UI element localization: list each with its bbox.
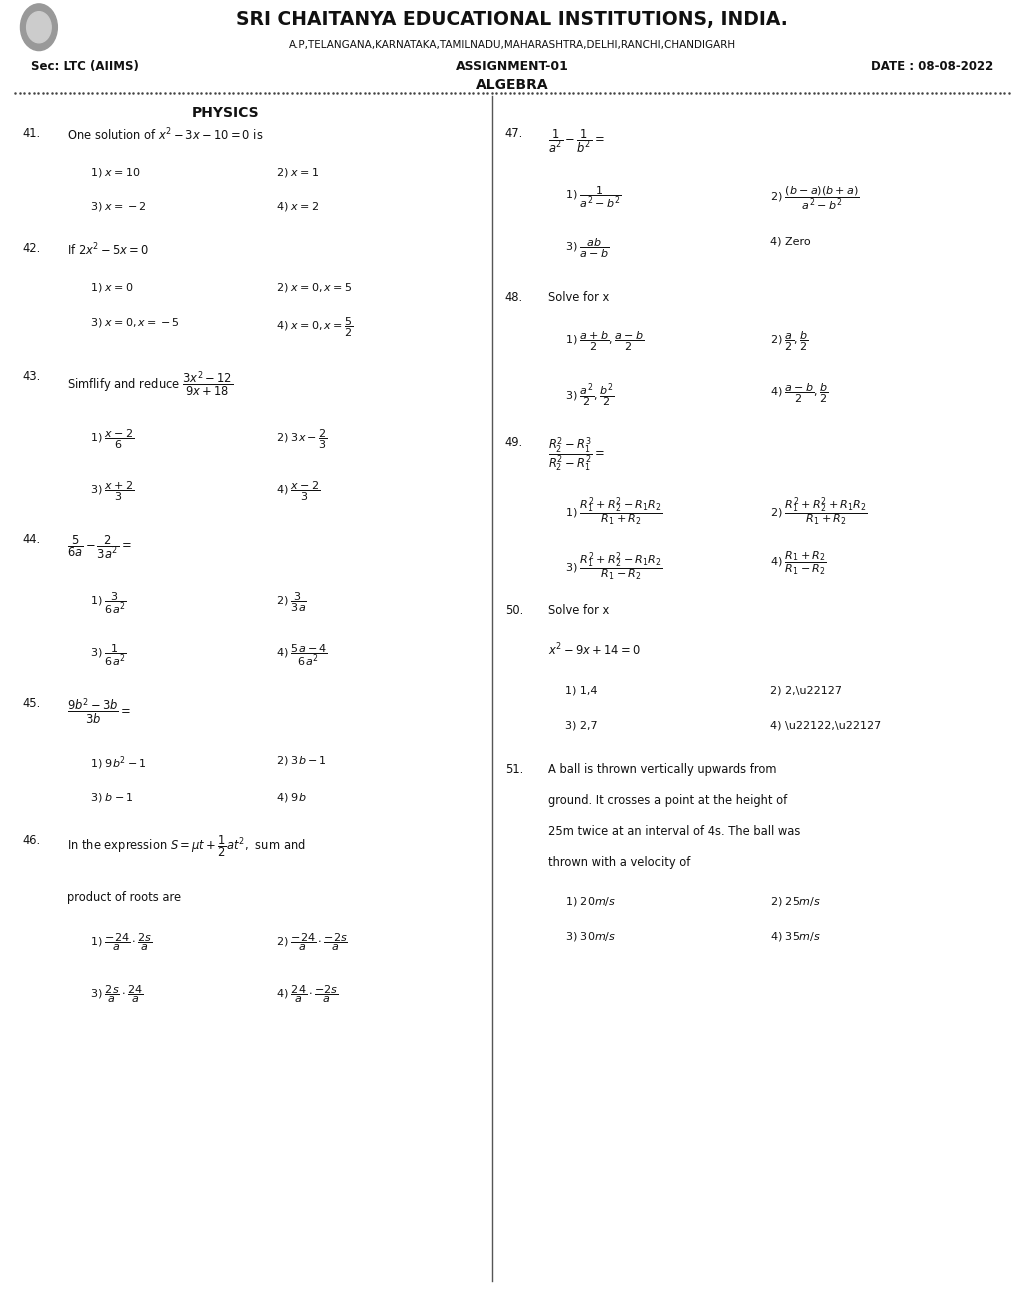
Text: 4) $\dfrac{R_1+R_2}{R_1-R_2}$: 4) $\dfrac{R_1+R_2}{R_1-R_2}$ — [770, 550, 826, 577]
Text: A.P,TELANGANA,KARNATAKA,TAMILNADU,MAHARASHTRA,DELHI,RANCHI,CHANDIGARH: A.P,TELANGANA,KARNATAKA,TAMILNADU,MAHARA… — [289, 40, 735, 51]
Text: 1) $\dfrac{a+b}{2},\dfrac{a-b}{2}$: 1) $\dfrac{a+b}{2},\dfrac{a-b}{2}$ — [565, 329, 644, 353]
Text: If $2x^2-5x=0$: If $2x^2-5x=0$ — [67, 241, 148, 258]
Text: PHYSICS: PHYSICS — [191, 106, 259, 121]
Text: 4) $\dfrac{a-b}{2},\dfrac{b}{2}$: 4) $\dfrac{a-b}{2},\dfrac{b}{2}$ — [770, 381, 828, 405]
Text: 2) $3b-1$: 2) $3b-1$ — [276, 755, 328, 768]
Text: $\dfrac{1}{a^2}-\dfrac{1}{b^2}=$: $\dfrac{1}{a^2}-\dfrac{1}{b^2}=$ — [548, 127, 604, 154]
Text: 4) \u22122,\u22127: 4) \u22122,\u22127 — [770, 721, 882, 730]
Text: 41.: 41. — [23, 127, 41, 140]
Text: $\dfrac{R_2^2-R_1^3}{R_2^2-R_1^2}=$: $\dfrac{R_2^2-R_1^3}{R_2^2-R_1^2}=$ — [548, 436, 605, 475]
Text: 3) $b-1$: 3) $b-1$ — [90, 791, 134, 804]
Text: 3) $\dfrac{R_1^2+R_2^2-R_1R_2}{R_1-R_2}$: 3) $\dfrac{R_1^2+R_2^2-R_1R_2}{R_1-R_2}$ — [565, 550, 663, 584]
Text: ASSIGNMENT-01: ASSIGNMENT-01 — [456, 60, 568, 73]
Text: 3) $30m/s$: 3) $30m/s$ — [565, 930, 616, 943]
Text: 43.: 43. — [23, 370, 41, 383]
Text: 1) $x=10$: 1) $x=10$ — [90, 166, 140, 179]
Text: Sec: LTC (AIIMS): Sec: LTC (AIIMS) — [31, 60, 138, 73]
Text: 4) $\dfrac{5a-4}{6a^2}$: 4) $\dfrac{5a-4}{6a^2}$ — [276, 643, 328, 668]
Text: 4) $\dfrac{24}{a}\cdot\dfrac{-2s}{a}$: 4) $\dfrac{24}{a}\cdot\dfrac{-2s}{a}$ — [276, 983, 339, 1005]
Text: 1) $x=0$: 1) $x=0$ — [90, 280, 133, 293]
Text: 4) $\dfrac{x-2}{3}$: 4) $\dfrac{x-2}{3}$ — [276, 480, 321, 503]
Text: $\dfrac{5}{6a}-\dfrac{2}{3a^2}=$: $\dfrac{5}{6a}-\dfrac{2}{3a^2}=$ — [67, 533, 131, 562]
Text: 42.: 42. — [23, 241, 41, 254]
Text: 1) $\dfrac{3}{6a^2}$: 1) $\dfrac{3}{6a^2}$ — [90, 591, 127, 616]
Text: 3) $x=-2$: 3) $x=-2$ — [90, 200, 146, 213]
Circle shape — [20, 4, 57, 51]
Text: 3) $x=0, x=-5$: 3) $x=0, x=-5$ — [90, 316, 180, 329]
Text: 50.: 50. — [505, 604, 523, 617]
Text: Solve for x: Solve for x — [548, 604, 609, 617]
Circle shape — [27, 12, 51, 43]
Text: A ball is thrown vertically upwards from: A ball is thrown vertically upwards from — [548, 763, 776, 776]
Text: 4) $35m/s$: 4) $35m/s$ — [770, 930, 820, 943]
Text: 3) $\dfrac{x+2}{3}$: 3) $\dfrac{x+2}{3}$ — [90, 480, 134, 503]
Text: 1) $9b^2-1$: 1) $9b^2-1$ — [90, 755, 146, 772]
Text: thrown with a velocity of: thrown with a velocity of — [548, 856, 690, 869]
Text: Simflify and reduce $\dfrac{3x^2-12}{9x+18}$: Simflify and reduce $\dfrac{3x^2-12}{9x+… — [67, 370, 232, 399]
Text: 4) $9b$: 4) $9b$ — [276, 791, 307, 804]
Text: 1) $\dfrac{x-2}{6}$: 1) $\dfrac{x-2}{6}$ — [90, 427, 134, 450]
Text: 3) $\dfrac{a^2}{2},\dfrac{b^2}{2}$: 3) $\dfrac{a^2}{2},\dfrac{b^2}{2}$ — [565, 381, 615, 410]
Text: 2) $\dfrac{a}{2},\dfrac{b}{2}$: 2) $\dfrac{a}{2},\dfrac{b}{2}$ — [770, 329, 808, 353]
Text: 2) $x=0, x=5$: 2) $x=0, x=5$ — [276, 280, 352, 293]
Text: 2) $25m/s$: 2) $25m/s$ — [770, 895, 820, 908]
Text: ALGEBRA: ALGEBRA — [476, 78, 548, 92]
Text: 3) $\dfrac{1}{6a^2}$: 3) $\dfrac{1}{6a^2}$ — [90, 643, 127, 668]
Text: DATE : 08-08-2022: DATE : 08-08-2022 — [871, 60, 993, 73]
Text: 44.: 44. — [23, 533, 41, 546]
Text: Solve for x: Solve for x — [548, 291, 609, 303]
Text: One solution of $x^2-3x-10=0$ is: One solution of $x^2-3x-10=0$ is — [67, 127, 263, 144]
Text: 51.: 51. — [505, 763, 523, 776]
Text: 1) $\dfrac{R_1^2+R_2^2-R_1R_2}{R_1+R_2}$: 1) $\dfrac{R_1^2+R_2^2-R_1R_2}{R_1+R_2}$ — [565, 494, 663, 528]
Text: $x^2-9x+14=0$: $x^2-9x+14=0$ — [548, 641, 641, 658]
Text: 1) $\dfrac{-24}{a}\cdot\dfrac{2s}{a}$: 1) $\dfrac{-24}{a}\cdot\dfrac{2s}{a}$ — [90, 931, 153, 953]
Text: 45.: 45. — [23, 696, 41, 709]
Text: 4) $x=2$: 4) $x=2$ — [276, 200, 319, 213]
Text: 2) 2,\u22127: 2) 2,\u22127 — [770, 685, 842, 695]
Text: SRI CHAITANYA EDUCATIONAL INSTITUTIONS, INDIA.: SRI CHAITANYA EDUCATIONAL INSTITUTIONS, … — [237, 10, 787, 30]
Text: 1) $20m/s$: 1) $20m/s$ — [565, 895, 616, 908]
Text: 3) $\dfrac{ab}{a-b}$: 3) $\dfrac{ab}{a-b}$ — [565, 237, 609, 261]
Text: In the expression $S=\mu t+\dfrac{1}{2}at^2$,  sum and: In the expression $S=\mu t+\dfrac{1}{2}a… — [67, 834, 305, 859]
Text: 4) $x=0, x=\dfrac{5}{2}$: 4) $x=0, x=\dfrac{5}{2}$ — [276, 316, 353, 340]
Text: 49.: 49. — [505, 436, 523, 449]
Text: 2) $3x-\dfrac{2}{3}$: 2) $3x-\dfrac{2}{3}$ — [276, 427, 328, 450]
Text: 2) $\dfrac{R_1^2+R_2^2+R_1R_2}{R_1+R_2}$: 2) $\dfrac{R_1^2+R_2^2+R_1R_2}{R_1+R_2}$ — [770, 494, 867, 528]
Text: $\dfrac{9b^2-3b}{3b}=$: $\dfrac{9b^2-3b}{3b}=$ — [67, 696, 130, 728]
Text: 3) $\dfrac{2s}{a}\cdot\dfrac{24}{a}$: 3) $\dfrac{2s}{a}\cdot\dfrac{24}{a}$ — [90, 983, 143, 1005]
Text: 2) $\dfrac{(b-a)(b+a)}{a^2-b^2}$: 2) $\dfrac{(b-a)(b+a)}{a^2-b^2}$ — [770, 184, 859, 211]
Text: 48.: 48. — [505, 291, 523, 303]
Text: 3) 2,7: 3) 2,7 — [565, 721, 598, 730]
Text: 2) $x=1$: 2) $x=1$ — [276, 166, 319, 179]
Text: product of roots are: product of roots are — [67, 891, 180, 904]
Text: 1) $\dfrac{1}{a^2-b^2}$: 1) $\dfrac{1}{a^2-b^2}$ — [565, 184, 622, 210]
Text: ground. It crosses a point at the height of: ground. It crosses a point at the height… — [548, 794, 787, 807]
Text: 4) Zero: 4) Zero — [770, 237, 811, 246]
Text: 46.: 46. — [23, 834, 41, 847]
Text: 25m twice at an interval of 4s. The ball was: 25m twice at an interval of 4s. The ball… — [548, 825, 800, 838]
Text: 2) $\dfrac{3}{3a}$: 2) $\dfrac{3}{3a}$ — [276, 591, 307, 615]
Text: 1) 1,4: 1) 1,4 — [565, 685, 598, 695]
Text: 47.: 47. — [505, 127, 523, 140]
Text: 2) $\dfrac{-24}{a}\cdot\dfrac{-2s}{a}$: 2) $\dfrac{-24}{a}\cdot\dfrac{-2s}{a}$ — [276, 931, 348, 953]
